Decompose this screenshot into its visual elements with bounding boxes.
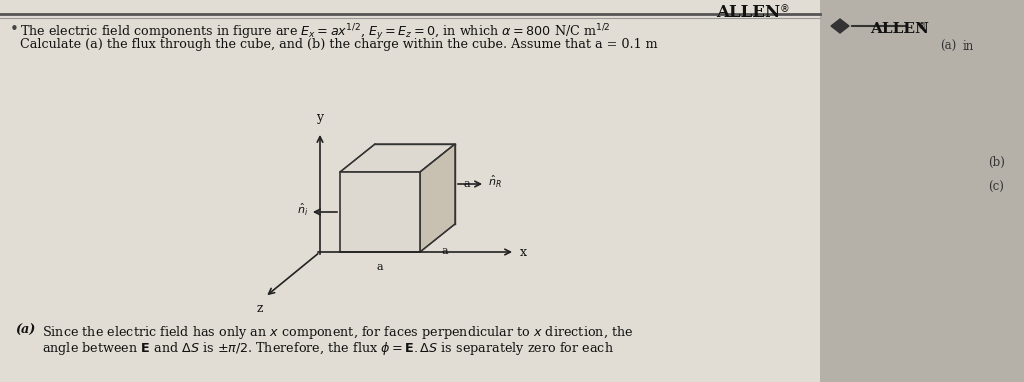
Text: ALLEN: ALLEN <box>716 4 780 21</box>
Text: $\hat{n}_i$: $\hat{n}_i$ <box>297 202 308 218</box>
Text: (a): (a) <box>940 40 956 53</box>
Polygon shape <box>340 144 455 172</box>
Polygon shape <box>831 19 849 33</box>
Text: in: in <box>963 40 974 53</box>
Text: ALLEN: ALLEN <box>870 22 929 36</box>
Text: x: x <box>520 246 527 259</box>
Text: angle between $\mathbf{E}$ and $\Delta S$ is $\pm\pi/2$. Therefore, the flux $\p: angle between $\mathbf{E}$ and $\Delta S… <box>42 340 613 357</box>
Bar <box>820 0 1024 382</box>
Text: The electric field components in figure are $E_x = ax^{1/2}$, $E_y = E_z = 0$, i: The electric field components in figure … <box>20 22 610 43</box>
Text: $\hat{n}_R$: $\hat{n}_R$ <box>488 174 502 190</box>
Text: a: a <box>377 262 383 272</box>
Text: (c): (c) <box>988 181 1004 194</box>
Text: •: • <box>10 22 18 37</box>
Text: a: a <box>463 179 470 189</box>
Text: a: a <box>442 246 449 256</box>
Text: (a): (a) <box>15 324 35 337</box>
Text: Since the electric field has only an $x$ component, for faces perpendicular to $: Since the electric field has only an $x$… <box>42 324 633 341</box>
Polygon shape <box>340 172 420 252</box>
Text: ®: ® <box>780 4 790 14</box>
Polygon shape <box>420 144 455 252</box>
Text: Calculate (a) the flux through the cube, and (b) the charge within the cube. Ass: Calculate (a) the flux through the cube,… <box>20 38 657 51</box>
Text: (b): (b) <box>988 155 1005 168</box>
Text: y: y <box>316 111 324 124</box>
Text: ®: ® <box>918 22 927 31</box>
Text: z: z <box>257 302 263 315</box>
Bar <box>0 0 820 382</box>
